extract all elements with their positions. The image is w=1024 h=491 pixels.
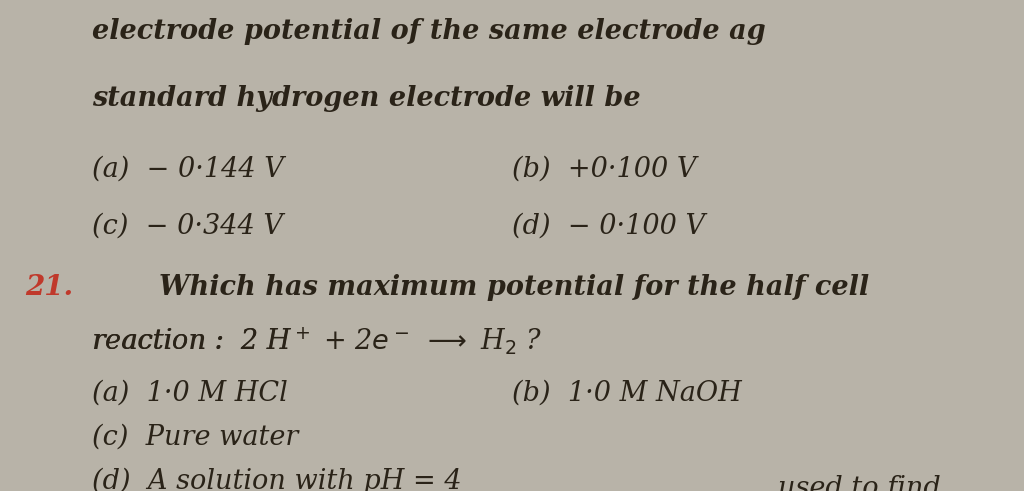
Text: electrode potential of the same electrode ag: electrode potential of the same electrod…	[92, 19, 766, 45]
Text: (b)  1·0 M NaOH: (b) 1·0 M NaOH	[512, 380, 741, 406]
Text: Which has maximum potential for the half cell: Which has maximum potential for the half…	[159, 274, 868, 300]
Text: (c)  − 0·344 V: (c) − 0·344 V	[92, 213, 284, 239]
Text: (a)  1·0 M HCl: (a) 1·0 M HCl	[92, 380, 288, 406]
Text: (d)  − 0·100 V: (d) − 0·100 V	[512, 213, 706, 239]
Text: (d)  A solution with pH = 4: (d) A solution with pH = 4	[92, 467, 462, 491]
Text: 21.: 21.	[26, 274, 74, 300]
Text: used to find: used to find	[778, 475, 941, 491]
Text: (a)  − 0·144 V: (a) − 0·144 V	[92, 156, 284, 183]
Text: reaction :  2 H: reaction : 2 H	[92, 328, 291, 355]
Text: (b)  +0·100 V: (b) +0·100 V	[512, 156, 696, 183]
Text: (c)  Pure water: (c) Pure water	[92, 424, 299, 450]
Text: reaction :  2 H$^+$ + 2$e^-$ $\longrightarrow$ H$_2$ ?: reaction : 2 H$^+$ + 2$e^-$ $\longrighta…	[92, 326, 543, 357]
Text: standard hydrogen electrode will be: standard hydrogen electrode will be	[92, 85, 641, 111]
